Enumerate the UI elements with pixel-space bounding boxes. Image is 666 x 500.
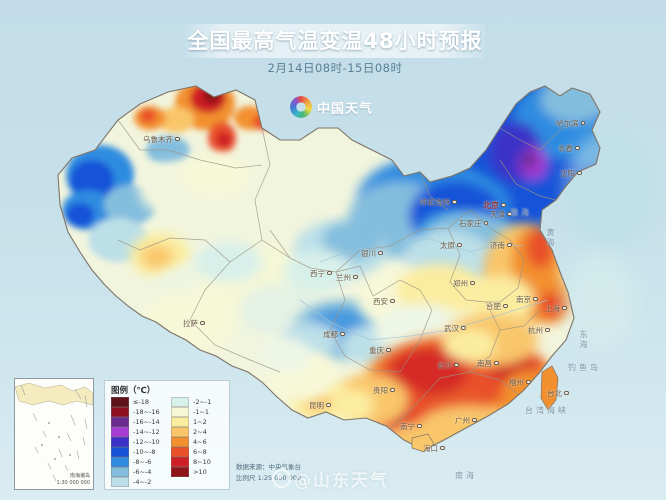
legend-row: -4~-2 <box>111 477 160 487</box>
map-scale: 比例尺 1:25 000 000 <box>236 474 302 482</box>
legend-row: -6~-4 <box>111 467 160 477</box>
legend-label: -1~1 <box>193 408 210 416</box>
sea-label-5: 钓鱼岛 <box>568 363 601 372</box>
legend-label: -18~-16 <box>133 408 160 416</box>
inset-label: 南海诸岛 <box>69 473 90 479</box>
sea-label-0: 黄海 <box>546 228 555 248</box>
china-weather-logo: 中国天气 <box>290 96 373 118</box>
legend-label: -16~-14 <box>133 418 160 426</box>
legend-swatch <box>111 417 129 427</box>
legend-column-warm: -2~-1 -1~1 1~2 2~4 4~6 6~8 8~10 >10 <box>171 397 211 477</box>
south-china-sea-inset-map: 南海诸岛 1:30 000 000 <box>14 378 94 490</box>
legend-swatch <box>171 467 189 477</box>
legend-swatch <box>171 417 189 427</box>
legend-row: -12~-10 <box>111 437 160 447</box>
legend-row: -1~1 <box>171 407 211 417</box>
forecast-period: 2月14日08时-15日08时 <box>267 61 403 75</box>
legend-label: 6~8 <box>193 448 207 456</box>
sea-label-4: 渤海 <box>510 208 532 217</box>
inset-scale: 1:30 000 000 <box>56 480 91 486</box>
sea-label-2: 台湾海峡 <box>525 406 569 415</box>
legend-swatch <box>171 447 189 457</box>
legend-swatch <box>171 397 189 407</box>
legend-row: -16~-14 <box>111 417 160 427</box>
legend-label: >10 <box>193 468 207 476</box>
legend-label: -12~-10 <box>133 438 160 446</box>
sea-label-1: 东海 <box>579 330 588 350</box>
legend-label: 1~2 <box>193 418 207 426</box>
legend-swatch <box>171 407 189 417</box>
legend-label: 4~6 <box>193 438 207 446</box>
data-source: 数据来源：中央气象台 <box>236 463 301 471</box>
legend-swatch <box>111 447 129 457</box>
legend-row: 8~10 <box>171 457 211 467</box>
legend-label: ≤-18 <box>133 398 150 406</box>
legend-swatch <box>171 427 189 437</box>
sea-label-3: 南海 <box>455 471 477 480</box>
legend-panel: 图例（℃） ≤-18 -18~-16 -16~-14 -14~-12 -12~-10 -1… <box>104 380 230 490</box>
hainan-island <box>411 433 435 453</box>
legend-row: 2~4 <box>171 427 211 437</box>
legend-label: -8~-6 <box>133 458 152 466</box>
page-title: 全国最高气温变温48小时预报 <box>187 29 483 53</box>
legend-row: -10~-8 <box>111 447 160 457</box>
country-outline <box>57 85 601 451</box>
legend-swatch <box>111 427 129 437</box>
legend-swatch <box>171 457 189 467</box>
logo-label: 中国天气 <box>317 101 374 117</box>
legend-swatch <box>111 437 129 447</box>
title-banner <box>185 24 485 58</box>
legend-row: -14~-12 <box>111 427 160 437</box>
legend-label: -2~-1 <box>193 398 212 406</box>
province-borders <box>117 119 579 437</box>
legend-column-cold: ≤-18 -18~-16 -16~-14 -14~-12 -12~-10 -10~-8 -8… <box>111 397 160 487</box>
legend-swatch <box>111 477 129 487</box>
legend-swatch <box>111 457 129 467</box>
legend-swatch <box>171 437 189 447</box>
legend-row: ≤-18 <box>111 397 160 407</box>
legend-row: 1~2 <box>171 417 211 427</box>
legend-label: -6~-4 <box>133 468 152 476</box>
legend-label: 2~4 <box>193 428 207 436</box>
legend-swatch <box>111 397 129 407</box>
rivers <box>299 237 549 341</box>
legend-title: 图例（℃） <box>111 386 156 396</box>
legend-label: -10~-8 <box>133 448 156 456</box>
china-weather-swirl-icon <box>290 96 312 118</box>
legend-row: >10 <box>171 467 211 477</box>
legend-row: -18~-16 <box>111 407 160 417</box>
legend-row: -2~-1 <box>171 397 211 407</box>
legend-row: 4~6 <box>171 437 211 447</box>
taiwan-island <box>540 365 559 411</box>
legend-label: 8~10 <box>193 458 211 466</box>
legend-swatch <box>111 467 129 477</box>
inset-svg <box>15 379 93 489</box>
legend-swatch <box>111 407 129 417</box>
legend-row: -8~-6 <box>111 457 160 467</box>
attribution-block: 数据来源：中央气象台 比例尺 1:25 000 000 <box>236 462 301 484</box>
legend-label: -4~-2 <box>133 478 152 486</box>
legend-label: -14~-12 <box>133 428 160 436</box>
legend-row: 6~8 <box>171 447 211 457</box>
